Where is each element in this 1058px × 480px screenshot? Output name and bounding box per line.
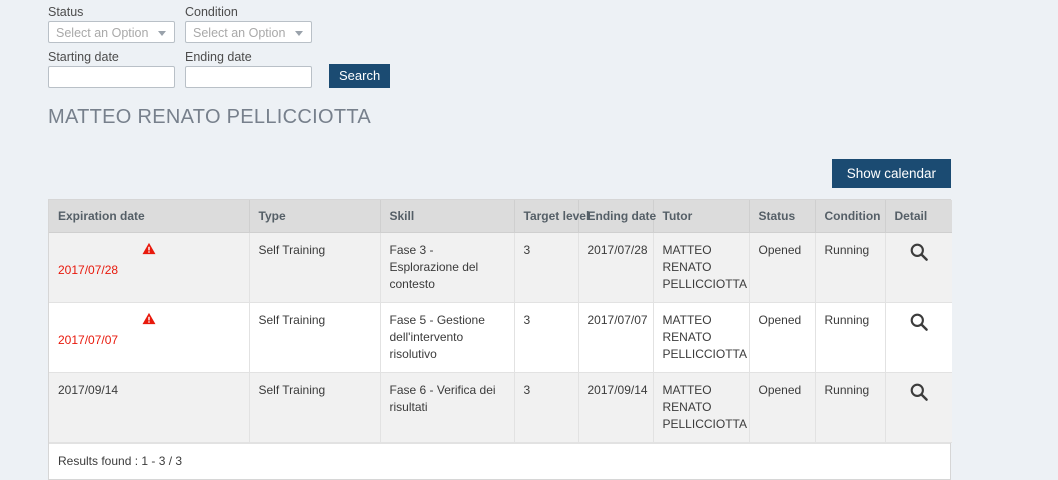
chevron-down-icon xyxy=(158,31,166,36)
cell-condition: Running xyxy=(815,372,886,443)
column-header-expiration-date[interactable]: Expiration date xyxy=(49,200,250,233)
page-title: MATTEO RENATO PELLICCIOTTA xyxy=(48,106,372,128)
filter-row-dates: Starting date Ending date Search xyxy=(48,49,968,88)
column-header-skill[interactable]: Skill xyxy=(380,200,515,233)
ending-date-input[interactable] xyxy=(185,66,312,88)
cell-type: Self Training xyxy=(249,372,381,443)
cell-tutor: MATTEO RENATO PELLICCIOTTA xyxy=(653,302,750,373)
cell-target-level: 3 xyxy=(514,372,579,443)
cell-detail xyxy=(885,232,952,303)
status-select-value: Select an Option xyxy=(56,26,149,40)
page-root: Status Select an Option Condition Select… xyxy=(48,4,968,480)
magnifier-icon[interactable] xyxy=(909,312,929,332)
table-head: Expiration date Type Skill Target level … xyxy=(49,200,952,233)
filter-panel: Status Select an Option Condition Select… xyxy=(48,4,968,88)
condition-select-value: Select an Option xyxy=(193,26,286,40)
starting-date-input[interactable] xyxy=(48,66,175,88)
filter-row-selects: Status Select an Option Condition Select… xyxy=(48,4,968,43)
condition-select[interactable]: Select an Option xyxy=(185,21,312,43)
cell-ending-date: 2017/07/28 xyxy=(578,232,654,303)
column-header-target-level[interactable]: Target level xyxy=(514,200,589,233)
table-row: 2017/07/28 Self Training Fase 3 - Esplor… xyxy=(49,232,952,303)
cell-status: Opened xyxy=(749,232,816,303)
cell-condition: Running xyxy=(815,302,886,373)
cell-type: Self Training xyxy=(249,302,381,373)
cell-target-level: 3 xyxy=(514,232,579,303)
starting-date-field: Starting date xyxy=(48,49,179,88)
condition-filter-field: Condition Select an Option xyxy=(185,4,316,43)
cell-status: Opened xyxy=(749,372,816,443)
warning-triangle-icon xyxy=(142,242,156,255)
cell-ending-date: 2017/07/07 xyxy=(578,302,654,373)
column-header-condition[interactable]: Condition xyxy=(815,200,886,233)
cell-condition: Running xyxy=(815,232,886,303)
cell-expiration-date: 2017/07/28 xyxy=(49,232,250,303)
column-header-type[interactable]: Type xyxy=(249,200,381,233)
ending-date-label: Ending date xyxy=(185,50,252,64)
cell-skill: Fase 5 - Gestione dell'intervento risolu… xyxy=(380,302,515,373)
cell-skill: Fase 3 - Esplorazione del contesto xyxy=(380,232,515,303)
results-table: Expiration date Type Skill Target level … xyxy=(49,200,952,443)
warning-triangle-icon xyxy=(142,312,156,325)
column-header-detail[interactable]: Detail xyxy=(885,200,952,233)
cell-target-level: 3 xyxy=(514,302,579,373)
expiration-date-value: 2017/07/07 xyxy=(58,333,119,347)
ending-date-field: Ending date xyxy=(185,49,316,88)
expiration-date-value: 2017/09/14 xyxy=(58,383,119,397)
cell-expiration-date: 2017/07/07 xyxy=(49,302,250,373)
show-calendar-button[interactable]: Show calendar xyxy=(831,159,951,188)
results-found-label: Results found : 1 - 3 / 3 xyxy=(49,443,950,479)
status-label: Status xyxy=(48,5,84,19)
cell-status: Opened xyxy=(749,302,816,373)
column-header-status[interactable]: Status xyxy=(749,200,816,233)
column-header-ending-date[interactable]: Ending date xyxy=(578,200,656,233)
cell-tutor: MATTEO RENATO PELLICCIOTTA xyxy=(653,232,750,303)
table-body: 2017/07/28 Self Training Fase 3 - Esplor… xyxy=(49,232,952,443)
cell-detail xyxy=(885,372,952,443)
magnifier-icon[interactable] xyxy=(909,382,929,402)
table-row: 2017/07/07 Self Training Fase 5 - Gestio… xyxy=(49,302,952,373)
expiration-date-value: 2017/07/28 xyxy=(58,263,119,277)
status-filter-field: Status Select an Option xyxy=(48,4,179,43)
magnifier-icon[interactable] xyxy=(909,242,929,262)
results-table-container: Expiration date Type Skill Target level … xyxy=(48,199,952,480)
cell-detail xyxy=(885,302,952,373)
column-header-tutor[interactable]: Tutor xyxy=(653,200,750,233)
condition-label: Condition xyxy=(185,5,238,19)
cell-ending-date: 2017/09/14 xyxy=(578,372,654,443)
table-header-row: Expiration date Type Skill Target level … xyxy=(49,200,952,233)
status-select[interactable]: Select an Option xyxy=(48,21,175,43)
cell-skill: Fase 6 - Verifica dei risultati xyxy=(380,372,515,443)
cell-type: Self Training xyxy=(249,232,381,303)
starting-date-label: Starting date xyxy=(48,50,119,64)
table-row: 2017/09/14 Self Training Fase 6 - Verifi… xyxy=(49,372,952,443)
cell-tutor: MATTEO RENATO PELLICCIOTTA xyxy=(653,372,750,443)
cell-expiration-date: 2017/09/14 xyxy=(49,372,250,443)
chevron-down-icon xyxy=(295,31,303,36)
search-button[interactable]: Search xyxy=(329,64,391,88)
